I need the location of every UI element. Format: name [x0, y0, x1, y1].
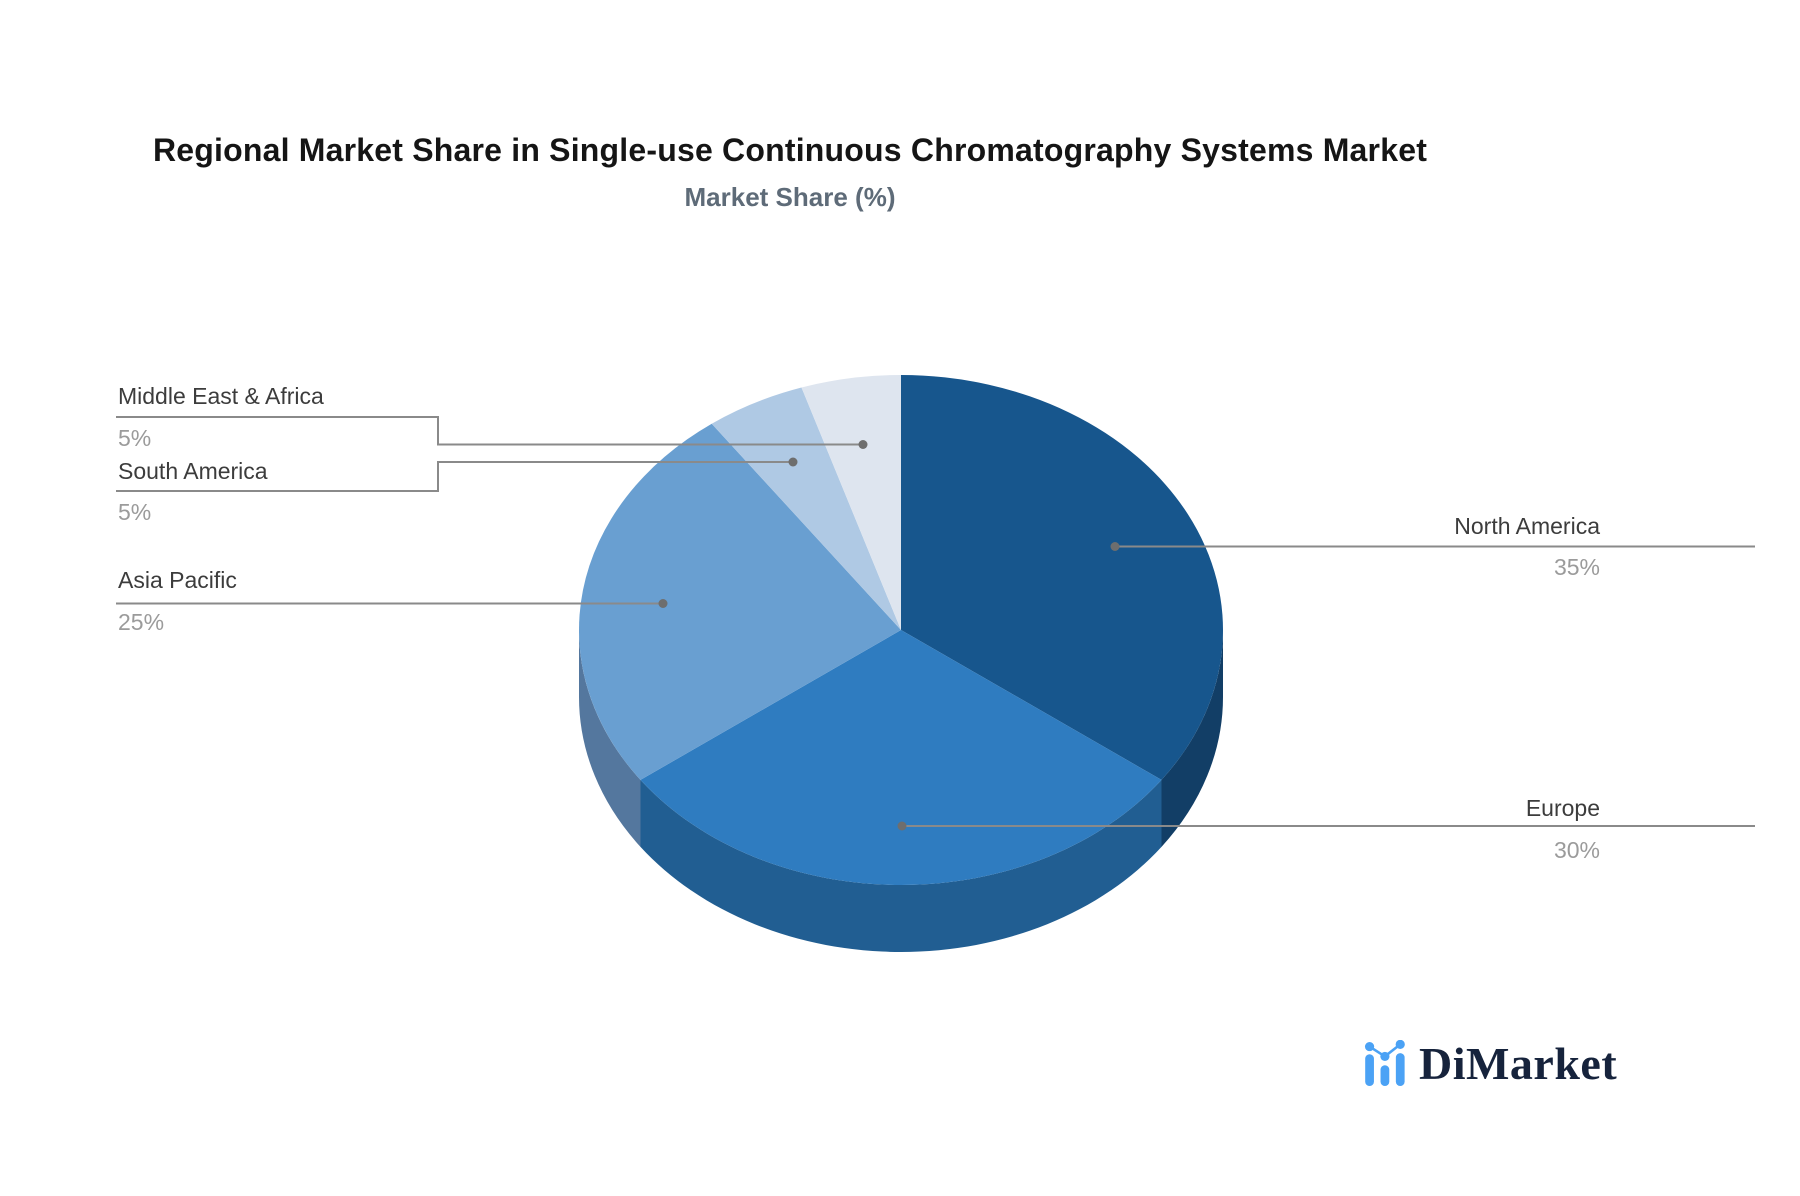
pie-slice-asia-pacific[interactable]	[579, 423, 901, 780]
value-europe: 30%	[1553, 837, 1600, 863]
label-south-america: South America	[118, 458, 268, 484]
label-europe: Europe	[1525, 795, 1600, 821]
callout-dot-north-america	[1110, 542, 1120, 551]
brand-logo: DiMarket	[1364, 1040, 1617, 1087]
callout-dot-asia-pacific	[658, 599, 668, 608]
value-north-america: 35%	[1553, 554, 1600, 580]
pie-slice-south-america[interactable]	[711, 387, 901, 630]
callout-dot-south-america	[788, 457, 798, 467]
callout-dot-middle-east-africa	[858, 440, 868, 449]
title-block: Regional Market Share in Single-use Cont…	[0, 130, 1580, 212]
label-middle-east-africa: Middle East & Africa	[118, 383, 324, 409]
pie-slice-europe[interactable]	[640, 630, 1162, 885]
brand-name: DiMarket	[1419, 1038, 1618, 1089]
chart-title: Regional Market Share in Single-use Cont…	[152, 132, 1428, 168]
pie-side-europe	[640, 779, 1162, 952]
value-asia-pacific: 25%	[118, 609, 165, 635]
label-asia-pacific: Asia Pacific	[118, 567, 237, 593]
callout-line-middle-east-africa	[116, 416, 863, 446]
bar-chart-trend-icon	[1364, 1040, 1405, 1086]
pie-slice-middle-east-africa[interactable]	[801, 375, 901, 630]
pie-slice-north-america[interactable]	[901, 375, 1223, 780]
value-south-america: 5%	[118, 499, 152, 525]
chart-subtitle: Market Share (%)	[684, 182, 896, 212]
callout-line-south-america	[116, 461, 793, 492]
value-middle-east-africa: 5%	[118, 425, 152, 451]
callout-dot-europe	[897, 821, 907, 831]
pie-side-north-america	[1161, 630, 1223, 847]
label-north-america: North America	[1454, 513, 1600, 539]
pie-side-asia-pacific	[579, 630, 641, 847]
